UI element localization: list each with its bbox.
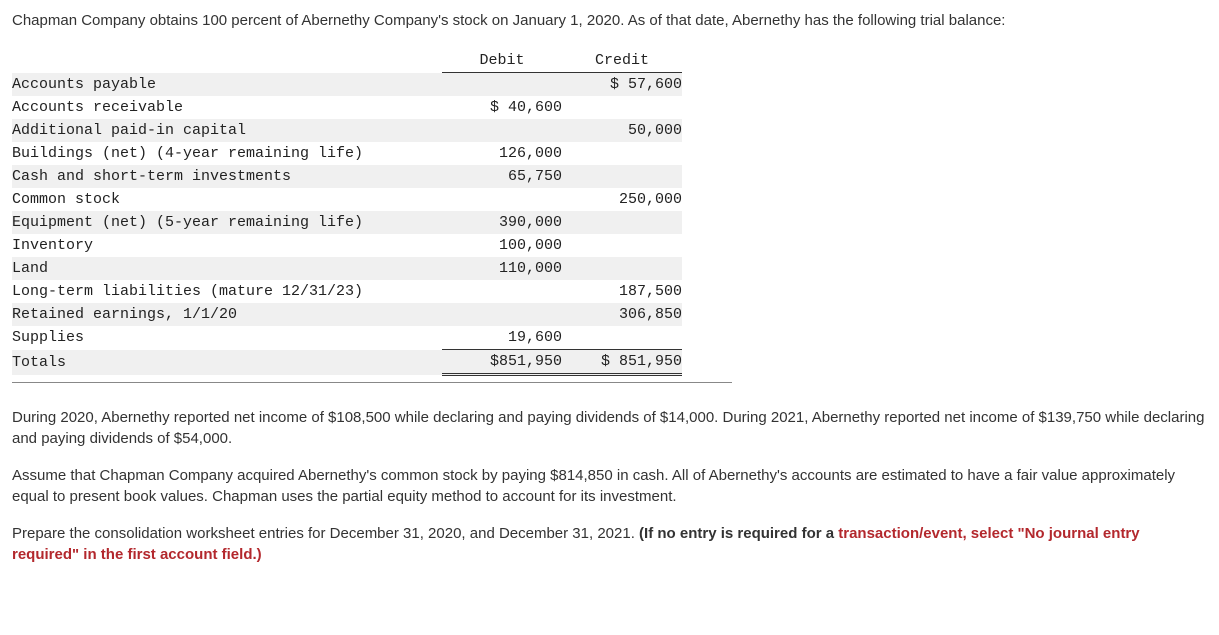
totals-debit: $851,950 [442,350,562,375]
table-cell [442,73,562,97]
table-row: Inventory [12,234,442,257]
instructions-bold: (If no entry is required for a [639,525,838,542]
table-row: Accounts receivable [12,96,442,119]
divider [12,382,732,383]
table-row: Supplies [12,326,442,350]
col-header-credit: Credit [562,49,682,73]
table-cell: 50,000 [562,119,682,142]
totals-credit: $ 851,950 [562,350,682,375]
instructions: Prepare the consolidation worksheet entr… [12,523,1207,565]
table-cell [562,142,682,165]
table-cell [562,326,682,350]
table-row: Retained earnings, 1/1/20 [12,303,442,326]
table-cell: 187,500 [562,280,682,303]
table-row: Land [12,257,442,280]
totals-label: Totals [12,350,442,375]
table-cell: $ 57,600 [562,73,682,97]
table-row: Long-term liabilities (mature 12/31/23) [12,280,442,303]
intro-text: Chapman Company obtains 100 percent of A… [12,10,1207,31]
table-cell [562,234,682,257]
table-cell: 306,850 [562,303,682,326]
table-cell [562,211,682,234]
table-row: Additional paid-in capital [12,119,442,142]
table-cell [442,303,562,326]
table-row: Buildings (net) (4-year remaining life) [12,142,442,165]
table-cell [562,165,682,188]
table-cell: 390,000 [442,211,562,234]
table-cell: 250,000 [562,188,682,211]
table-cell [562,96,682,119]
table-cell: 126,000 [442,142,562,165]
table-cell: 110,000 [442,257,562,280]
paragraph-2: Assume that Chapman Company acquired Abe… [12,465,1207,507]
paragraph-1: During 2020, Abernethy reported net inco… [12,407,1207,449]
col-header-debit: Debit [442,49,562,73]
table-cell: 65,750 [442,165,562,188]
table-row: Equipment (net) (5-year remaining life) [12,211,442,234]
table-cell [442,280,562,303]
table-row: Accounts payable [12,73,442,97]
trial-balance-table: Debit Credit Accounts payable $ 57,600 Ac… [12,49,1207,376]
instructions-plain: Prepare the consolidation worksheet entr… [12,525,639,542]
table-row: Common stock [12,188,442,211]
table-cell [442,188,562,211]
table-row: Cash and short-term investments [12,165,442,188]
table-cell: 100,000 [442,234,562,257]
table-cell: 19,600 [442,326,562,350]
table-cell: $ 40,600 [442,96,562,119]
table-cell [442,119,562,142]
table-cell [562,257,682,280]
